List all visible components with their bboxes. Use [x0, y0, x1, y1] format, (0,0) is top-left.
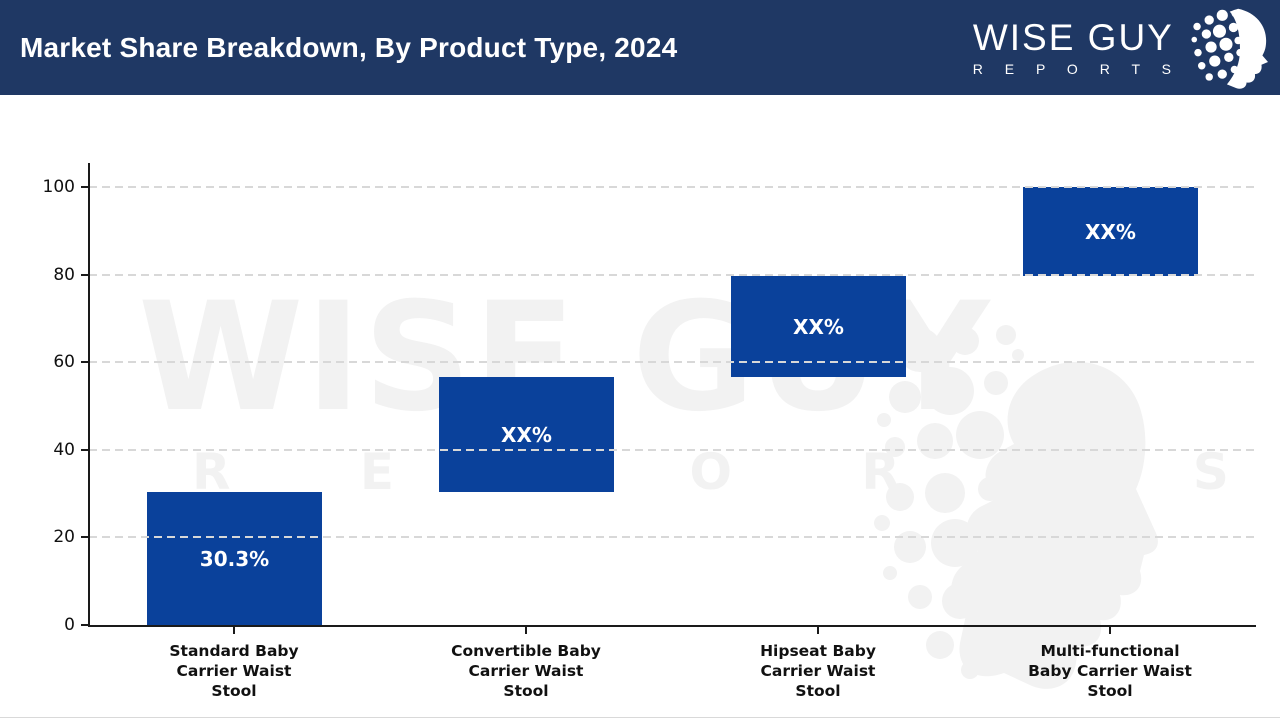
- gridline: [89, 361, 1256, 364]
- gridline: [89, 273, 1256, 276]
- y-tick-mark: [81, 361, 88, 364]
- x-category-label: Standard Baby Carrier Waist Stool: [169, 642, 299, 700]
- y-tick-mark: [81, 624, 88, 626]
- bar-segment: [439, 377, 614, 492]
- brand-logo: WISE GUY R E P O R T S: [967, 0, 1268, 95]
- bar-segment: [1023, 187, 1198, 276]
- bar-segment: [731, 276, 906, 377]
- bar-value-label: XX%: [501, 422, 552, 447]
- bar-segment: [147, 492, 322, 625]
- x-category-label: Multi-functional Baby Carrier Waist Stool: [1028, 642, 1192, 700]
- x-tick-mark: [1109, 627, 1111, 634]
- x-tick-mark: [817, 627, 819, 634]
- y-tick-label: 20: [53, 527, 75, 548]
- y-tick-mark: [81, 186, 88, 188]
- x-category-label: Hipseat Baby Carrier Waist Stool: [760, 642, 876, 700]
- bottom-divider: [0, 717, 1280, 718]
- y-tick-mark: [81, 536, 88, 539]
- logo-head-icon: [1191, 8, 1268, 89]
- y-axis-line: [88, 163, 90, 627]
- y-tick-mark: [81, 273, 88, 276]
- logo-tagline: R E P O R T S: [972, 61, 1180, 77]
- logo-wordmark: WISE GUY: [972, 17, 1174, 58]
- x-axis-line: [88, 625, 1256, 627]
- x-tick-mark: [233, 627, 235, 634]
- y-tick-label: 60: [53, 352, 75, 373]
- header: Market Share Breakdown, By Product Type,…: [0, 0, 1280, 95]
- y-tick-label: 0: [64, 615, 75, 635]
- gridline: [89, 536, 1256, 539]
- y-tick-label: 80: [53, 264, 75, 285]
- x-tick-mark: [525, 627, 527, 634]
- gridline: [89, 448, 1256, 451]
- bar-value-label: XX%: [793, 314, 844, 339]
- x-category-label: Convertible Baby Carrier Waist Stool: [451, 642, 601, 700]
- brand-logo-text: WISE GUY R E P O R T S: [967, 19, 1180, 76]
- bar-value-label: XX%: [1085, 219, 1136, 244]
- bar-value-label: 30.3%: [199, 546, 270, 571]
- y-tick-label: 100: [42, 177, 75, 197]
- y-tick-mark: [81, 448, 88, 451]
- watermark-head-icon: [874, 325, 1158, 689]
- gridline: [89, 186, 1256, 188]
- y-tick-label: 40: [53, 439, 75, 460]
- page-title: Market Share Breakdown, By Product Type,…: [20, 31, 678, 63]
